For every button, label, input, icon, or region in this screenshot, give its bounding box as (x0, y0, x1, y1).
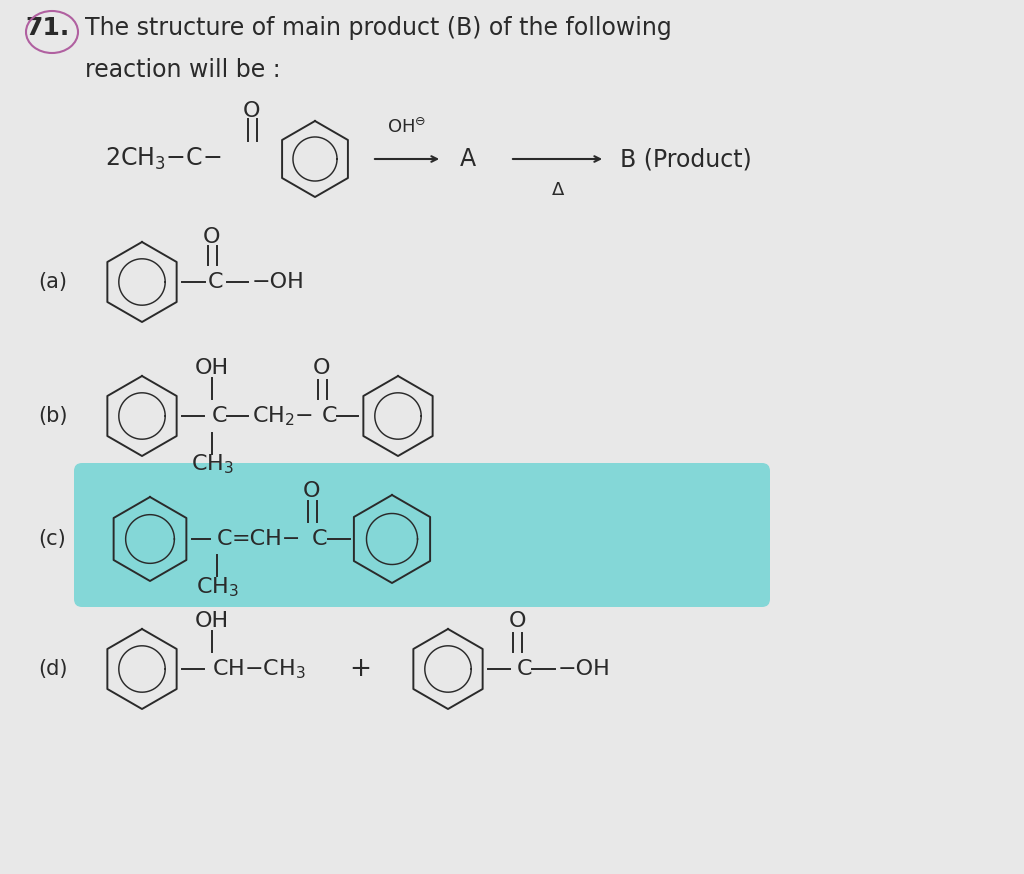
Text: O: O (508, 611, 525, 631)
Text: =CH−: =CH− (232, 529, 301, 549)
Text: $\mathregular{CH_2{-}}$: $\mathregular{CH_2{-}}$ (252, 404, 313, 427)
Text: $\mathregular{CH_3}$: $\mathregular{CH_3}$ (196, 575, 239, 599)
Text: 71.: 71. (25, 16, 70, 40)
Text: A: A (460, 147, 476, 171)
Text: O: O (203, 227, 221, 247)
Text: The structure of main product (B) of the following: The structure of main product (B) of the… (85, 16, 672, 40)
Text: C: C (322, 406, 338, 426)
Text: (b): (b) (38, 406, 68, 426)
Text: O: O (244, 101, 261, 121)
Text: +: + (349, 656, 371, 682)
Text: C: C (312, 529, 328, 549)
Text: −OH: −OH (252, 272, 305, 292)
Text: $\mathrm{OH^{\ominus}}$: $\mathrm{OH^{\ominus}}$ (387, 118, 427, 137)
Text: OH: OH (195, 358, 229, 378)
Text: (a): (a) (38, 272, 67, 292)
FancyBboxPatch shape (74, 463, 770, 607)
Text: B (Product): B (Product) (620, 147, 752, 171)
Text: −OH: −OH (558, 659, 610, 679)
Text: (d): (d) (38, 659, 68, 679)
Text: Δ: Δ (552, 181, 564, 199)
Text: $\mathregular{2CH_3{-}C{-}}$: $\mathregular{2CH_3{-}C{-}}$ (105, 146, 221, 172)
Text: C: C (217, 529, 232, 549)
Text: OH: OH (195, 611, 229, 631)
Text: reaction will be :: reaction will be : (85, 58, 281, 82)
Text: O: O (313, 358, 331, 378)
Text: $\mathregular{CH{-}CH_3}$: $\mathregular{CH{-}CH_3}$ (212, 657, 306, 681)
Text: (c): (c) (38, 529, 66, 549)
Text: $\mathregular{CH_3}$: $\mathregular{CH_3}$ (190, 452, 233, 475)
Text: C: C (212, 406, 227, 426)
Text: C: C (208, 272, 223, 292)
Text: O: O (303, 481, 321, 501)
Text: C: C (517, 659, 532, 679)
